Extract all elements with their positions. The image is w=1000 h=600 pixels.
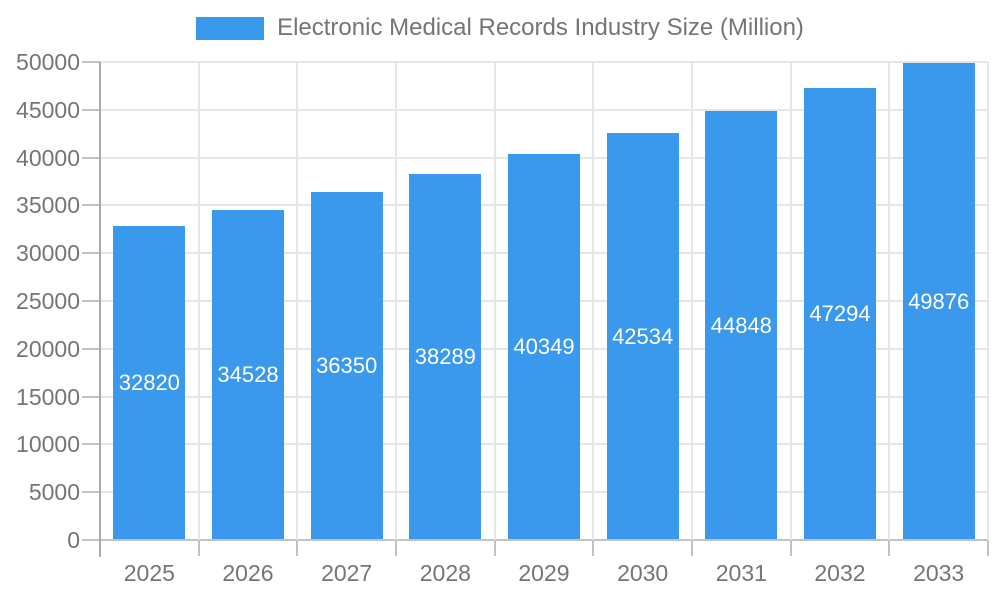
- y-axis-tick-label: 15000: [16, 383, 80, 410]
- y-axis-tick-label: 25000: [16, 288, 80, 314]
- bar[interactable]: [409, 173, 482, 539]
- x-axis-tick-label: 2028: [419, 560, 471, 586]
- x-gridline: [395, 62, 397, 540]
- y-axis-tick: [82, 108, 100, 111]
- y-gridline: [100, 61, 988, 63]
- y-axis-tick: [82, 395, 100, 398]
- y-axis-tick: [82, 491, 100, 494]
- x-axis-tick-label: 2025: [123, 560, 175, 586]
- y-axis-tick: [82, 156, 100, 159]
- bar-value-label: 34528: [217, 361, 279, 387]
- y-axis-tick-label: 35000: [16, 192, 80, 219]
- y-axis-tick: [82, 539, 100, 541]
- bar[interactable]: [212, 209, 284, 539]
- x-gridline: [197, 62, 200, 540]
- legend-label: Electronic Medical Records Industry Size…: [277, 14, 804, 41]
- y-axis-tick-label: 45000: [16, 96, 80, 123]
- bar[interactable]: [902, 63, 975, 539]
- x-gridline: [987, 62, 989, 540]
- y-axis-line: [99, 62, 101, 557]
- bar-value-label: 36350: [316, 353, 378, 379]
- bar-value-label: 44848: [710, 312, 772, 338]
- x-gridline: [888, 62, 891, 540]
- zero-baseline: [100, 539, 988, 541]
- x-axis-tick-label: 2032: [814, 560, 866, 586]
- bar-value-label: 42534: [612, 323, 674, 349]
- x-axis-tick: [395, 540, 397, 556]
- bar-value-label: 47294: [809, 300, 871, 326]
- x-axis-tick: [789, 540, 792, 556]
- bar-value-label: 40349: [513, 334, 575, 360]
- x-axis-tick: [493, 540, 496, 556]
- legend-swatch: [196, 16, 265, 40]
- x-axis-tick: [987, 540, 989, 556]
- y-gridline: [100, 108, 988, 111]
- x-axis-tick: [691, 540, 693, 556]
- y-axis-tick-label: 30000: [16, 240, 80, 267]
- x-axis-tick-label: 2033: [913, 560, 965, 586]
- x-axis-tick: [296, 540, 299, 556]
- y-axis-tick-label: 0: [67, 527, 80, 553]
- y-axis-tick: [82, 61, 100, 63]
- legend[interactable]: Electronic Medical Records Industry Size…: [0, 14, 1000, 42]
- bar[interactable]: [705, 111, 778, 539]
- y-axis-tick: [82, 443, 100, 446]
- x-axis-tick: [888, 540, 891, 556]
- bar[interactable]: [310, 192, 383, 539]
- y-axis-tick-label: 40000: [16, 144, 80, 171]
- y-axis-tick: [82, 252, 100, 255]
- x-axis-tick-label: 2030: [617, 560, 669, 586]
- y-axis-tick: [82, 204, 100, 207]
- y-axis-tick-label: 5000: [28, 479, 80, 506]
- x-axis-tick-label: 2029: [518, 560, 570, 586]
- x-gridline: [296, 62, 299, 540]
- bar[interactable]: [804, 87, 876, 539]
- bar[interactable]: [113, 226, 186, 539]
- bar[interactable]: [606, 133, 679, 539]
- y-axis-tick: [82, 300, 100, 302]
- x-axis-tick-label: 2027: [321, 560, 373, 586]
- x-axis-tick: [592, 540, 595, 556]
- bar-value-label: 38289: [414, 343, 476, 369]
- y-axis-tick-label: 20000: [16, 335, 80, 362]
- bar[interactable]: [508, 154, 580, 539]
- x-gridline: [592, 62, 595, 540]
- bar-value-label: 32820: [118, 370, 180, 396]
- y-axis-tick-label: 50000: [16, 49, 80, 75]
- y-axis-tick: [82, 347, 100, 350]
- x-gridline: [789, 62, 792, 540]
- x-axis-tick-label: 2026: [222, 560, 274, 586]
- x-axis-tick-label: 2031: [715, 560, 767, 586]
- x-gridline: [493, 62, 496, 540]
- x-gridline: [691, 62, 693, 540]
- bar-value-label: 49876: [908, 288, 970, 314]
- x-axis-tick: [197, 540, 200, 556]
- y-axis-tick-label: 10000: [16, 431, 80, 458]
